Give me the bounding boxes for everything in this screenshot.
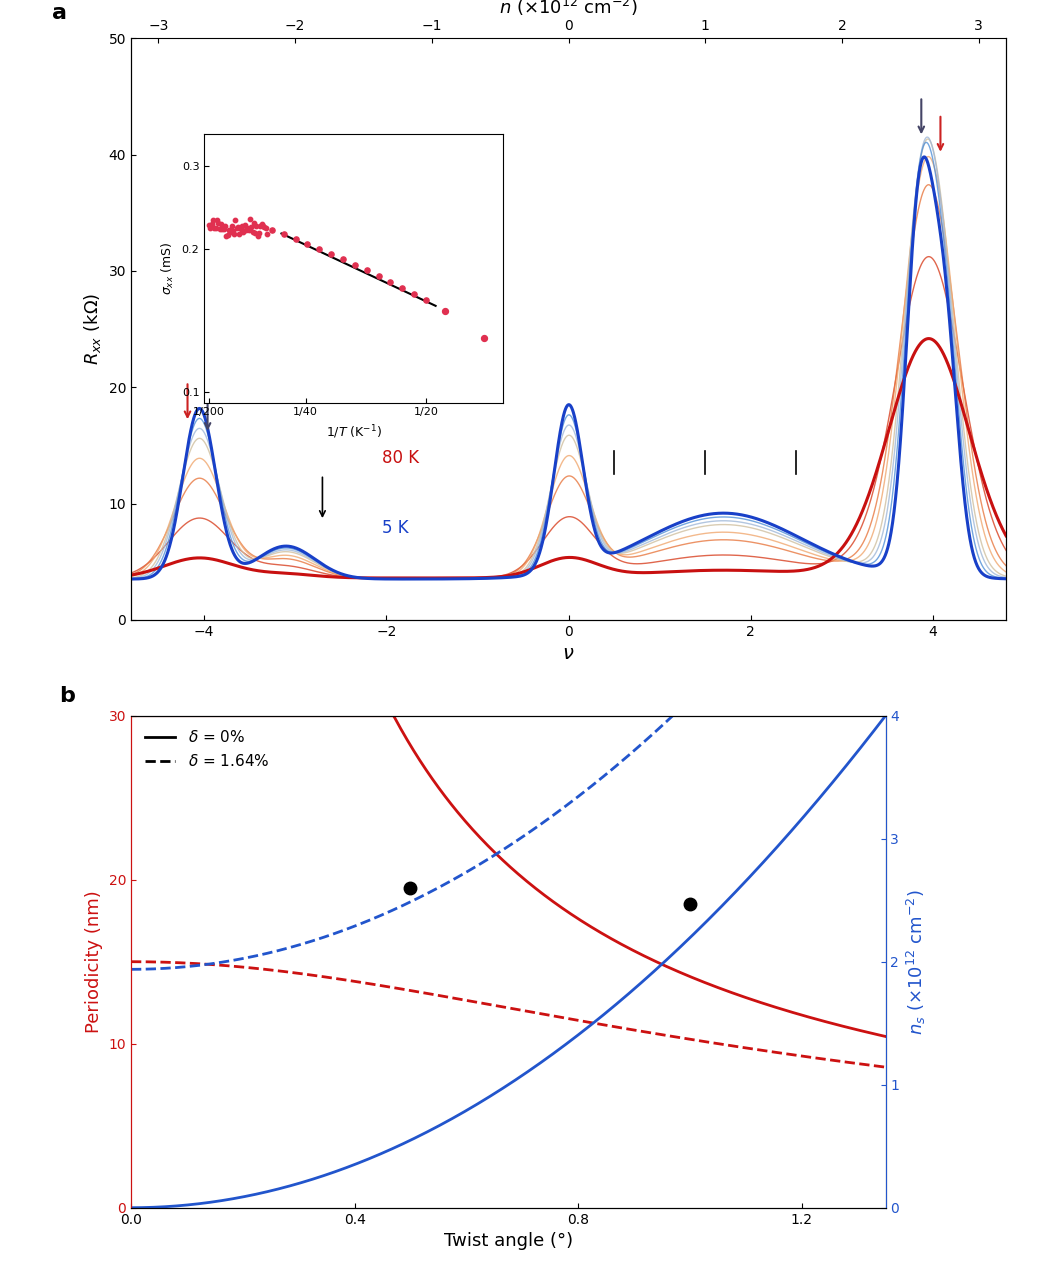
Legend: $\delta$ = 0%, $\delta$ = 1.64%: $\delta$ = 0%, $\delta$ = 1.64%	[138, 723, 276, 776]
Y-axis label: $n_s$ ($\times$10$^{12}$ cm$^{-2}$): $n_s$ ($\times$10$^{12}$ cm$^{-2}$)	[904, 888, 927, 1035]
Point	[406, 284, 422, 304]
Point	[208, 217, 224, 238]
Point	[202, 217, 219, 238]
Point	[254, 213, 270, 234]
Point	[334, 249, 351, 270]
Point	[227, 210, 244, 230]
Point	[276, 224, 292, 244]
Point	[220, 220, 237, 240]
Point	[225, 224, 242, 244]
Point	[249, 226, 266, 247]
Point	[258, 219, 275, 239]
Point	[201, 215, 218, 235]
Y-axis label: Periodicity (nm): Periodicity (nm)	[85, 891, 103, 1033]
Point	[394, 277, 411, 298]
Text: a: a	[52, 4, 67, 23]
Point	[224, 221, 241, 242]
Point	[256, 217, 272, 238]
X-axis label: $\nu$: $\nu$	[563, 644, 574, 663]
Point	[240, 220, 257, 240]
Point	[209, 210, 225, 230]
Point	[234, 216, 250, 236]
Point	[252, 216, 268, 236]
Point	[245, 213, 262, 234]
Point	[243, 217, 260, 238]
Point	[383, 272, 399, 293]
Point	[222, 221, 239, 242]
Point	[287, 229, 304, 249]
X-axis label: $n$ ($\times$10$^{12}$ cm$^{-2}$): $n$ ($\times$10$^{12}$ cm$^{-2}$)	[499, 0, 638, 18]
Point	[228, 217, 245, 238]
Point	[248, 216, 265, 236]
Point	[217, 216, 234, 236]
Point	[206, 217, 223, 238]
Point	[214, 219, 231, 239]
Y-axis label: $R_{xx}$ (k$\Omega$): $R_{xx}$ (k$\Omega$)	[82, 293, 103, 366]
Point	[476, 327, 493, 348]
Point	[219, 225, 236, 245]
X-axis label: $1/T$ (K$^{-1}$): $1/T$ (K$^{-1}$)	[326, 423, 381, 441]
Point	[212, 219, 228, 239]
Point	[255, 216, 271, 236]
Point	[244, 221, 261, 242]
Point	[218, 226, 235, 247]
Point	[236, 215, 253, 235]
Y-axis label: $\sigma_{xx}$ (mS): $\sigma_{xx}$ (mS)	[160, 242, 176, 295]
Point	[239, 219, 256, 239]
X-axis label: Twist angle (°): Twist angle (°)	[443, 1232, 573, 1250]
Point	[370, 266, 387, 286]
Point	[299, 234, 315, 254]
Point	[323, 244, 340, 265]
Point	[246, 222, 263, 243]
Point	[437, 302, 454, 322]
Point	[235, 222, 252, 243]
Point	[347, 254, 364, 275]
Point	[311, 239, 328, 259]
Point	[223, 215, 240, 235]
Point	[210, 213, 226, 234]
Point	[213, 215, 230, 235]
Point	[250, 222, 267, 243]
Text: b: b	[60, 686, 75, 707]
Point	[263, 220, 280, 240]
Point	[259, 224, 276, 244]
Point	[238, 220, 255, 240]
Point	[233, 220, 249, 240]
Point	[241, 208, 258, 229]
Text: 5 K: 5 K	[381, 519, 409, 537]
Point	[358, 261, 375, 281]
Point	[204, 210, 221, 230]
Text: 80 K: 80 K	[381, 449, 419, 466]
Point	[230, 216, 246, 236]
Point	[231, 224, 247, 244]
Point	[215, 219, 232, 239]
Point	[417, 290, 434, 311]
Point	[203, 213, 220, 234]
